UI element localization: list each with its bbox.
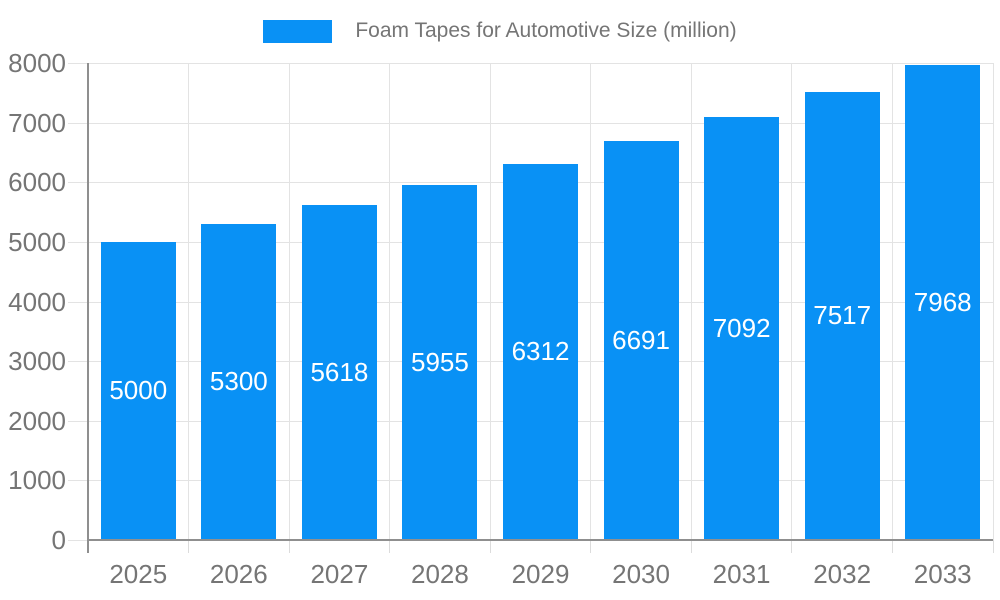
y-axis-tick bbox=[68, 301, 88, 303]
y-axis-tick-label: 5000 bbox=[8, 226, 66, 257]
y-axis-tick bbox=[68, 361, 88, 363]
gridline-vertical bbox=[389, 63, 391, 540]
bar: 6691 bbox=[603, 141, 679, 540]
y-axis-line bbox=[87, 63, 89, 553]
bar-value-label: 6691 bbox=[612, 325, 670, 356]
x-axis-tick bbox=[791, 540, 793, 553]
y-axis-tick-label: 8000 bbox=[8, 48, 66, 78]
bar: 5000 bbox=[100, 241, 176, 540]
legend-label: Foam Tapes for Automotive Size (million) bbox=[355, 19, 737, 42]
gridline-vertical bbox=[489, 63, 491, 540]
bar: 7092 bbox=[704, 117, 780, 540]
x-axis-tick bbox=[891, 540, 893, 553]
y-axis-tick-label: 6000 bbox=[8, 167, 66, 198]
y-axis-tick bbox=[68, 480, 88, 482]
y-axis-tick-label: 7000 bbox=[8, 107, 66, 138]
bar: 5300 bbox=[201, 223, 277, 540]
y-axis-tick-label: 0 bbox=[51, 525, 66, 555]
gridline-horizontal bbox=[88, 122, 993, 124]
bar-value-label: 5618 bbox=[310, 357, 369, 387]
y-axis-tick bbox=[68, 241, 88, 243]
x-axis-tick bbox=[288, 540, 290, 553]
x-axis-tick bbox=[992, 540, 994, 553]
x-axis-tick bbox=[188, 540, 190, 553]
x-axis-tick bbox=[389, 540, 391, 553]
x-axis-tick bbox=[489, 540, 491, 553]
legend-swatch bbox=[263, 19, 333, 43]
x-axis-category-label: 2033 bbox=[913, 559, 972, 589]
bar-value-label: 5955 bbox=[411, 346, 469, 377]
x-axis-category-label: 2032 bbox=[813, 559, 872, 589]
gridline-vertical bbox=[791, 63, 793, 540]
bar-value-label: 6312 bbox=[511, 336, 570, 367]
bar-value-label: 7517 bbox=[813, 300, 872, 331]
y-axis-tick-label: 2000 bbox=[8, 405, 66, 436]
x-axis-baseline bbox=[88, 539, 993, 541]
y-axis-tick-label: 3000 bbox=[8, 346, 66, 377]
gridline-vertical bbox=[188, 63, 190, 540]
y-axis-tick bbox=[68, 420, 88, 422]
bar: 7968 bbox=[905, 64, 981, 540]
y-axis-tick-label: 1000 bbox=[8, 465, 66, 496]
y-axis-tick bbox=[68, 182, 88, 184]
bar: 7517 bbox=[804, 91, 880, 540]
x-axis-category-label: 2030 bbox=[612, 559, 670, 589]
x-axis-category-label: 2025 bbox=[109, 559, 168, 589]
bar-value-label: 7092 bbox=[712, 313, 771, 344]
bar: 5618 bbox=[301, 205, 377, 540]
y-axis-tick bbox=[68, 122, 88, 124]
y-axis-tick bbox=[68, 540, 88, 541]
y-axis-tick-label: 4000 bbox=[8, 286, 66, 317]
x-axis-category-label: 2028 bbox=[411, 559, 469, 589]
gridline-vertical bbox=[891, 63, 893, 540]
x-axis-tick bbox=[590, 540, 592, 553]
y-axis-tick bbox=[68, 63, 88, 64]
x-axis-category-label: 2026 bbox=[209, 559, 268, 589]
gridline-vertical bbox=[288, 63, 290, 540]
bar: 5955 bbox=[402, 184, 478, 540]
gridline-vertical bbox=[690, 63, 692, 540]
bar-value-label: 5300 bbox=[209, 366, 268, 397]
x-axis-category-label: 2027 bbox=[310, 559, 369, 589]
legend: Foam Tapes for Automotive Size (million) bbox=[0, 17, 1000, 45]
gridline-horizontal bbox=[88, 63, 993, 64]
bar-value-label: 5000 bbox=[109, 375, 168, 406]
x-axis-category-label: 2031 bbox=[712, 559, 771, 589]
x-axis-tick bbox=[690, 540, 692, 553]
gridline-vertical bbox=[590, 63, 592, 540]
x-axis-category-label: 2029 bbox=[511, 559, 570, 589]
gridline-vertical bbox=[992, 63, 994, 540]
bar: 6312 bbox=[503, 163, 578, 540]
bar-value-label: 7968 bbox=[913, 286, 972, 317]
plot-area: 5000 5300 5618 5955 6312 6691 7092 7517 7968 bbox=[68, 63, 994, 553]
